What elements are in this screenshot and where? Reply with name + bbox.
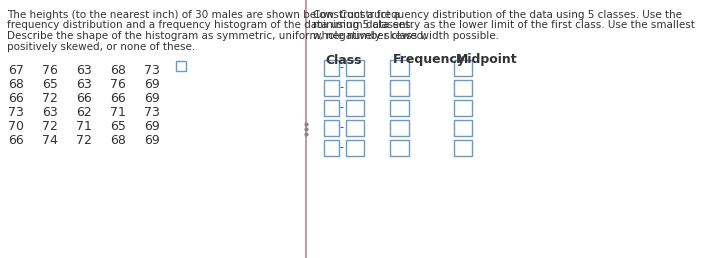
Text: 63: 63: [76, 78, 92, 91]
Text: -: -: [339, 142, 344, 152]
Text: 72: 72: [42, 120, 58, 133]
Text: 73: 73: [9, 106, 24, 119]
Bar: [390, 100, 409, 116]
Bar: [454, 140, 472, 156]
Bar: [454, 100, 472, 116]
Text: -: -: [339, 123, 344, 133]
Text: Midpoint: Midpoint: [457, 53, 518, 67]
Text: Frequency: Frequency: [393, 53, 466, 67]
Bar: [324, 100, 339, 116]
Text: 65: 65: [42, 78, 58, 91]
Bar: [324, 60, 339, 76]
Text: frequency distribution and a frequency histogram of the data using 5 classes.: frequency distribution and a frequency h…: [6, 20, 413, 30]
Bar: [454, 79, 472, 95]
Text: 63: 63: [76, 64, 92, 77]
Text: 72: 72: [42, 92, 58, 105]
Text: 66: 66: [9, 92, 24, 105]
Bar: [346, 79, 365, 95]
Bar: [454, 60, 472, 76]
Text: Class: Class: [326, 53, 362, 67]
Text: 68: 68: [9, 78, 24, 91]
Text: 71: 71: [110, 106, 126, 119]
Text: 72: 72: [76, 134, 92, 147]
Text: 68: 68: [110, 64, 126, 77]
Bar: [454, 119, 472, 135]
Text: 69: 69: [144, 78, 160, 91]
Text: 70: 70: [9, 120, 24, 133]
Text: 66: 66: [110, 92, 126, 105]
Bar: [324, 140, 339, 156]
Text: 74: 74: [42, 134, 58, 147]
Bar: [390, 60, 409, 76]
Text: -: -: [339, 102, 344, 112]
Bar: [390, 119, 409, 135]
Text: Construct a frequency distribution of the data using 5 classes. Use the: Construct a frequency distribution of th…: [313, 10, 682, 20]
Text: 73: 73: [144, 64, 160, 77]
Text: 63: 63: [42, 106, 58, 119]
Text: 73: 73: [144, 106, 160, 119]
Text: 67: 67: [9, 64, 24, 77]
Text: whole number class width possible.: whole number class width possible.: [313, 31, 499, 41]
Text: Describe the shape of the histogram as symmetric, uniform, negatively skewed,: Describe the shape of the histogram as s…: [6, 31, 426, 41]
Bar: [324, 119, 339, 135]
Bar: [346, 140, 365, 156]
Text: The heights (to the nearest inch) of 30 males are shown below. Construct a: The heights (to the nearest inch) of 30 …: [6, 10, 400, 20]
Text: 71: 71: [76, 120, 92, 133]
Text: 76: 76: [42, 64, 58, 77]
Text: 66: 66: [76, 92, 92, 105]
Text: 65: 65: [110, 120, 126, 133]
Text: -: -: [339, 83, 344, 93]
Bar: [346, 100, 365, 116]
Text: 62: 62: [76, 106, 92, 119]
Text: 69: 69: [144, 134, 160, 147]
Bar: [346, 60, 365, 76]
Text: positively skewed, or none of these.: positively skewed, or none of these.: [6, 42, 195, 52]
Text: minimum data entry as the lower limit of the first class. Use the smallest: minimum data entry as the lower limit of…: [313, 20, 695, 30]
Text: 69: 69: [144, 120, 160, 133]
Text: 68: 68: [110, 134, 126, 147]
Text: -: -: [339, 62, 344, 72]
Bar: [324, 79, 339, 95]
Bar: [390, 79, 409, 95]
Text: 69: 69: [144, 92, 160, 105]
Bar: [346, 119, 365, 135]
Text: 66: 66: [9, 134, 24, 147]
Bar: [390, 140, 409, 156]
Text: 76: 76: [110, 78, 126, 91]
Bar: [175, 61, 186, 71]
